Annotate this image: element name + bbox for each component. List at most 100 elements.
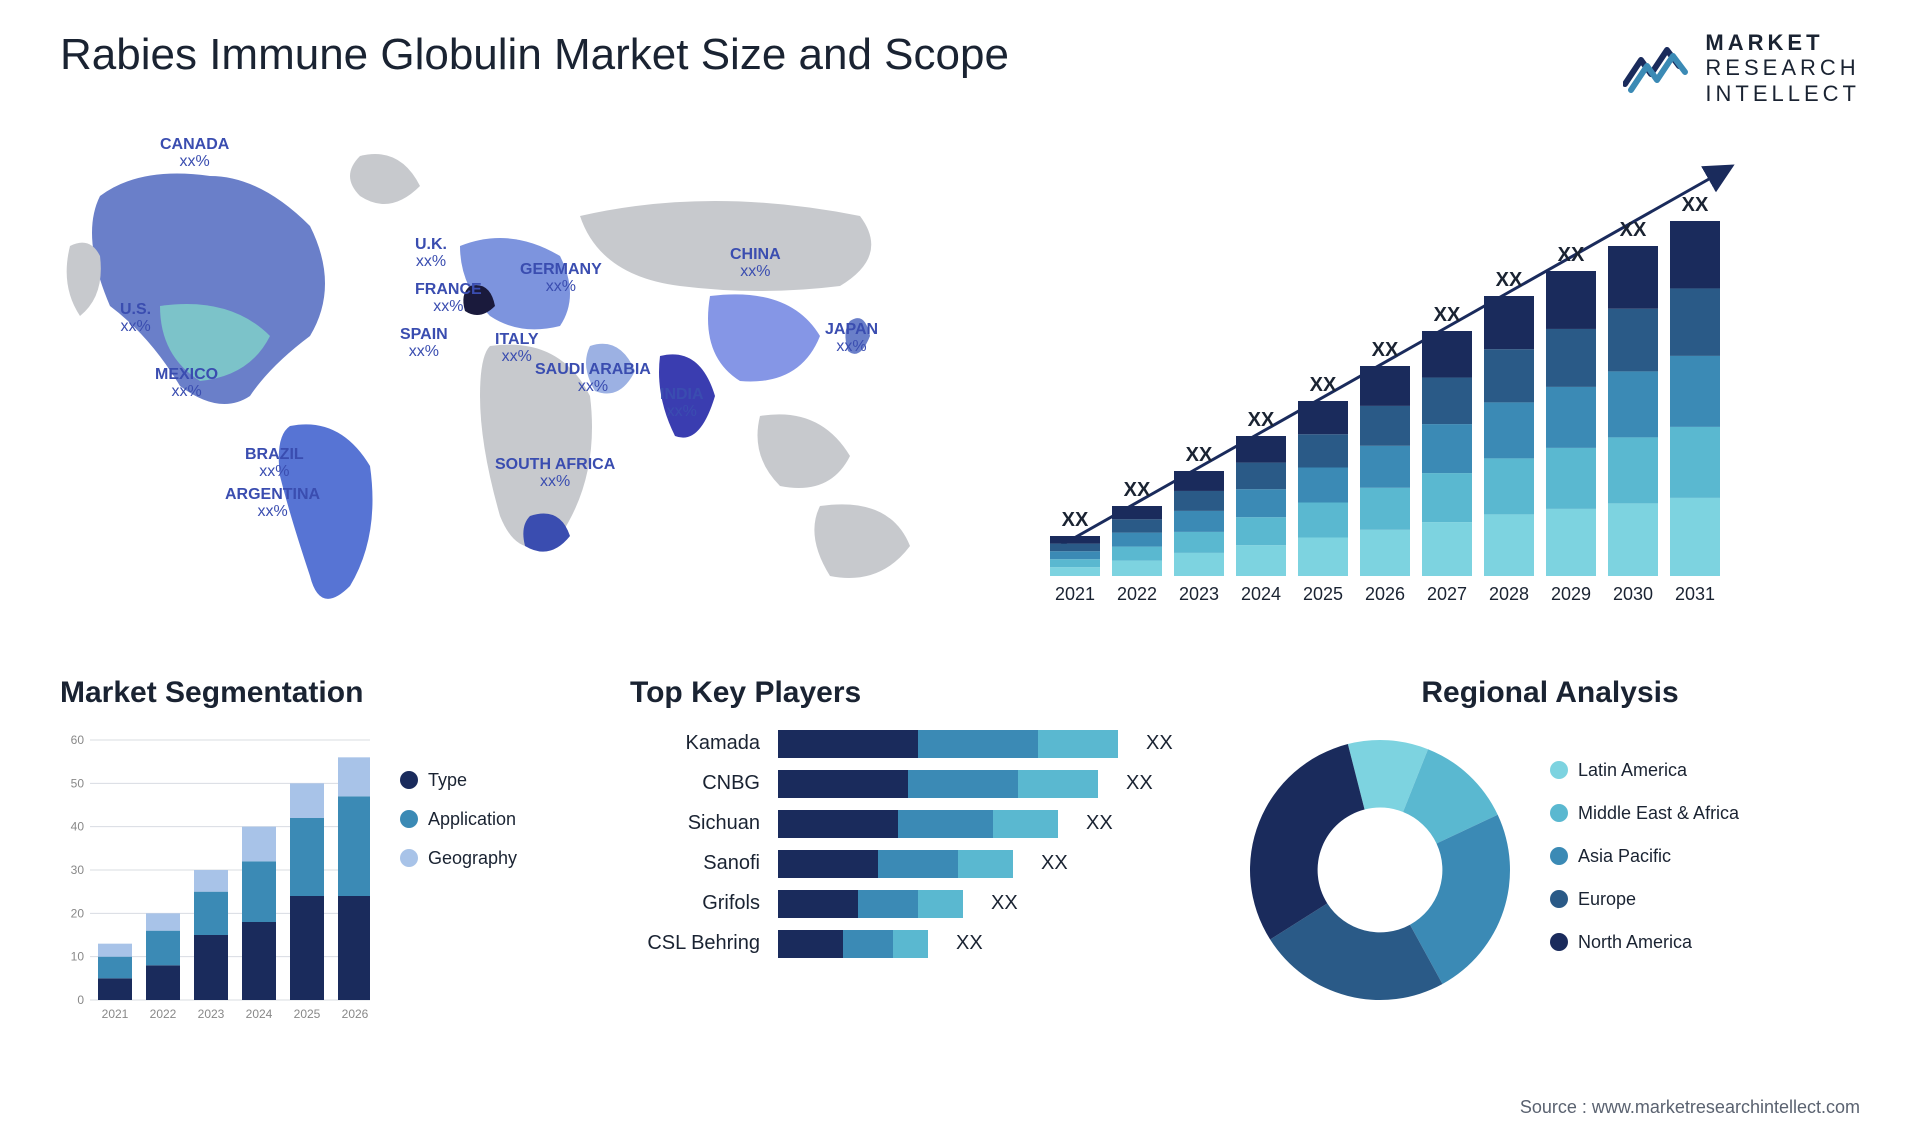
map-label: MEXICOxx%	[155, 366, 218, 401]
source-attribution: Source : www.marketresearchintellect.com	[1520, 1097, 1860, 1118]
page-title: Rabies Immune Globulin Market Size and S…	[60, 30, 1009, 80]
player-bar-segment	[918, 890, 963, 918]
map-label: INDIAxx%	[660, 386, 704, 421]
svg-text:XX: XX	[1310, 374, 1337, 396]
legend-item: Middle East & Africa	[1550, 803, 1739, 824]
logo-line-2: RESEARCH	[1705, 55, 1860, 80]
svg-text:2025: 2025	[1303, 584, 1343, 604]
svg-text:XX: XX	[1372, 339, 1399, 361]
svg-text:2026: 2026	[1365, 584, 1405, 604]
svg-text:2021: 2021	[1055, 584, 1095, 604]
svg-text:XX: XX	[1682, 194, 1709, 216]
player-name: Grifols	[630, 892, 760, 915]
logo-line-3: INTELLECT	[1705, 81, 1860, 106]
player-value: XX	[1126, 772, 1153, 795]
svg-text:2029: 2029	[1551, 584, 1591, 604]
player-value: XX	[1041, 852, 1068, 875]
player-bar-segment	[778, 890, 858, 918]
player-bar-segment	[778, 850, 878, 878]
map-label: FRANCExx%	[415, 281, 482, 316]
growth-chart-panel: XX2021XX2022XX2023XX2024XX2025XX2026XX20…	[1020, 136, 1860, 626]
map-label: CHINAxx%	[730, 246, 781, 281]
top-row: CANADAxx%U.S.xx%MEXICOxx%BRAZILxx%ARGENT…	[60, 136, 1860, 626]
legend-label: Europe	[1578, 889, 1636, 910]
players-title: Top Key Players	[630, 676, 1190, 710]
map-label: BRAZILxx%	[245, 446, 304, 481]
legend-label: Type	[428, 770, 467, 791]
svg-text:2023: 2023	[1179, 584, 1219, 604]
legend-item: Latin America	[1550, 760, 1739, 781]
legend-item: Geography	[400, 848, 517, 869]
player-name: Sanofi	[630, 852, 760, 875]
regional-title: Regional Analysis	[1240, 676, 1860, 710]
legend-label: Middle East & Africa	[1578, 803, 1739, 824]
legend-label: North America	[1578, 932, 1692, 953]
svg-text:XX: XX	[1620, 219, 1647, 241]
legend-item: Asia Pacific	[1550, 846, 1739, 867]
map-label: ARGENTINAxx%	[225, 486, 320, 521]
player-bar	[778, 890, 963, 918]
legend-swatch	[1550, 890, 1568, 908]
legend-item: Europe	[1550, 889, 1739, 910]
legend-swatch	[400, 810, 418, 828]
map-label: SAUDI ARABIAxx%	[535, 361, 651, 396]
segmentation-legend: Type Application Geography	[400, 730, 517, 1030]
regional-panel: Regional Analysis Latin America Middle Ea…	[1240, 676, 1860, 1030]
player-row: CSL BehringXX	[630, 930, 1190, 958]
player-bar	[778, 770, 1098, 798]
player-bar-segment	[958, 850, 1013, 878]
legend-swatch	[1550, 933, 1568, 951]
player-value: XX	[1086, 812, 1113, 835]
svg-text:XX: XX	[1124, 479, 1151, 501]
svg-text:30: 30	[71, 863, 85, 877]
player-bar	[778, 730, 1118, 758]
map-label: CANADAxx%	[160, 136, 229, 171]
player-bar	[778, 850, 1013, 878]
map-label: U.K.xx%	[415, 236, 447, 271]
legend-swatch	[1550, 804, 1568, 822]
svg-text:2026: 2026	[342, 1007, 369, 1021]
segmentation-chart: 0102030405060202120222023202420252026	[60, 730, 370, 1030]
legend-label: Geography	[428, 848, 517, 869]
svg-text:2024: 2024	[246, 1007, 273, 1021]
player-value: XX	[991, 892, 1018, 915]
logo-text: MARKET RESEARCH INTELLECT	[1705, 30, 1860, 106]
map-label: ITALYxx%	[495, 331, 539, 366]
svg-text:2023: 2023	[198, 1007, 225, 1021]
player-bar-segment	[778, 810, 898, 838]
svg-text:2027: 2027	[1427, 584, 1467, 604]
player-row: Sanofi XX	[630, 850, 1190, 878]
player-bar	[778, 930, 928, 958]
svg-text:0: 0	[77, 993, 84, 1007]
player-bar-segment	[893, 930, 928, 958]
legend-item: North America	[1550, 932, 1739, 953]
player-name: Kamada	[630, 732, 760, 755]
svg-text:XX: XX	[1558, 244, 1585, 266]
svg-text:XX: XX	[1248, 409, 1275, 431]
legend-label: Latin America	[1578, 760, 1687, 781]
player-bar-segment	[778, 730, 918, 758]
brand-logo: MARKET RESEARCH INTELLECT	[1623, 30, 1860, 106]
legend-swatch	[400, 849, 418, 867]
svg-text:2022: 2022	[1117, 584, 1157, 604]
player-bar	[778, 810, 1058, 838]
legend-label: Application	[428, 809, 516, 830]
svg-text:2028: 2028	[1489, 584, 1529, 604]
map-label: SOUTH AFRICAxx%	[495, 456, 615, 491]
legend-swatch	[400, 771, 418, 789]
header: Rabies Immune Globulin Market Size and S…	[60, 30, 1860, 106]
map-label: SPAINxx%	[400, 326, 448, 361]
player-bar-segment	[878, 850, 958, 878]
player-bar-segment	[1018, 770, 1098, 798]
svg-text:50: 50	[71, 776, 85, 790]
player-bar-segment	[1038, 730, 1118, 758]
svg-text:XX: XX	[1062, 509, 1089, 531]
svg-text:2031: 2031	[1675, 584, 1715, 604]
segmentation-panel: Market Segmentation 01020304050602021202…	[60, 676, 580, 1030]
svg-text:2022: 2022	[150, 1007, 177, 1021]
player-bar-segment	[778, 770, 908, 798]
svg-text:40: 40	[71, 820, 85, 834]
players-list: KamadaXXCNBGXXSichuanXXSanofiXXGrifolsXX…	[630, 730, 1190, 958]
logo-icon	[1623, 40, 1693, 96]
svg-text:60: 60	[71, 733, 85, 747]
